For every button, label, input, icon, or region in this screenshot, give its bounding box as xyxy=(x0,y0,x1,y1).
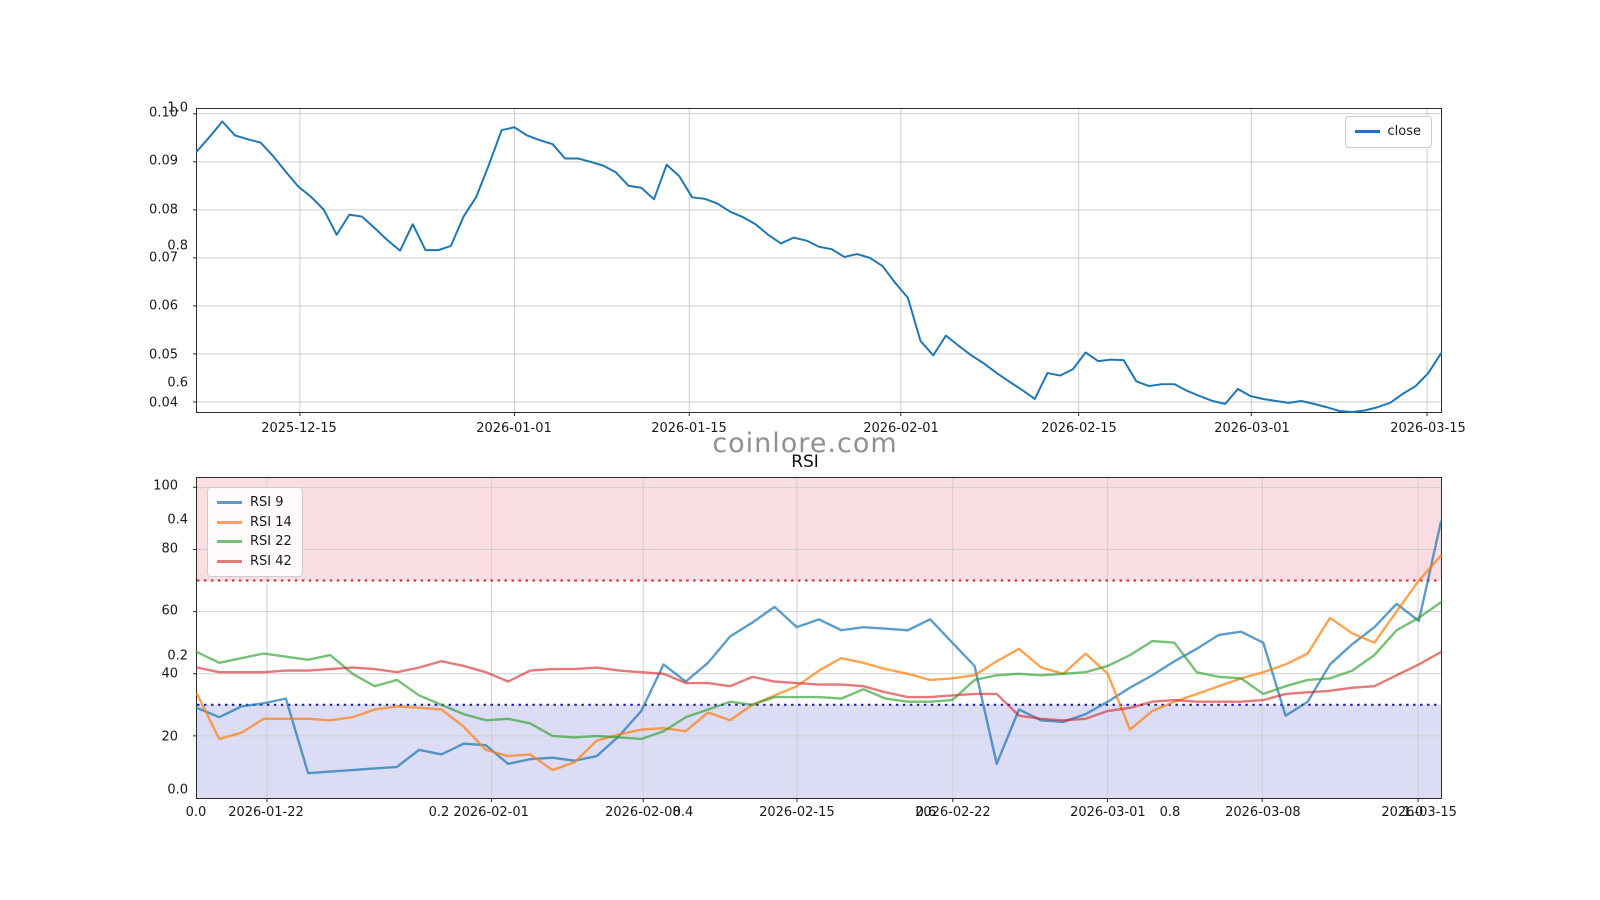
price-legend: close xyxy=(1344,116,1432,148)
legend-item-rsi-42: RSI 42 xyxy=(217,552,292,572)
x-tick-label: 2026-02-22 xyxy=(915,805,991,820)
y-tick-label: 0.05 xyxy=(149,347,178,362)
x-tick-label: 2026-03-08 xyxy=(1225,805,1301,820)
x-tick-label: 2026-01-22 xyxy=(228,805,304,820)
x-tick-label: 2026-03-15 xyxy=(1390,421,1466,436)
legend-line-swatch xyxy=(217,559,242,563)
series-line-rsi-22 xyxy=(195,601,1443,741)
y-tick-label: 0.04 xyxy=(149,395,178,411)
x-tick-label: 2025-12-15 xyxy=(261,421,337,436)
y-tick-label: 60 xyxy=(161,603,178,619)
x-tick-label: 2026-02-15 xyxy=(759,805,835,820)
x-tick-label: 2026-02-15 xyxy=(1041,421,1117,436)
y-tick-label: 100 xyxy=(153,478,178,494)
x-tick-label: 2026-01-01 xyxy=(476,421,552,436)
legend-item-rsi-22: RSI 22 xyxy=(217,532,292,552)
y-tick-label: 0.08 xyxy=(149,202,178,217)
y-tick-label: 80 xyxy=(161,541,178,557)
threshold-band xyxy=(197,704,1441,798)
legend-item-rsi-9: RSI 9 xyxy=(217,493,292,513)
y-tick-label: 40 xyxy=(161,666,178,682)
legend-line-swatch xyxy=(217,501,242,505)
x-tick-label: 2026-02-01 xyxy=(863,421,939,436)
y-tick-label: 0.06 xyxy=(149,298,178,314)
y-tick-label: 20 xyxy=(161,729,178,744)
y-tick-label: 0.09 xyxy=(149,153,178,169)
legend-item-rsi-14: RSI 14 xyxy=(217,513,292,533)
price-chart: close xyxy=(193,108,1442,416)
x-tick-label: 2026-02-08 xyxy=(605,805,681,820)
series-line-rsi-14 xyxy=(195,554,1443,772)
x-tick-label: 2026-03-15 xyxy=(1381,805,1457,820)
series-line-rsi-9 xyxy=(195,520,1443,775)
series-line-rsi-42 xyxy=(195,650,1443,722)
legend-label: RSI 42 xyxy=(250,553,292,569)
legend-item-close: close xyxy=(1354,122,1421,142)
rsi-chart: RSI 9 RSI 14 RSI 22 RSI 42 xyxy=(193,477,1443,802)
x-tick-label: 2026-02-01 xyxy=(453,805,529,820)
rsi-legend: RSI 9 RSI 14 RSI 22 RSI 42 xyxy=(207,487,303,577)
x-tick-label: 2026-01-15 xyxy=(651,421,727,436)
legend-line-swatch xyxy=(217,520,242,524)
rsi-chart-plot xyxy=(193,478,1443,802)
price-y-axis-labels: 0.04 0.05 0.06 0.07 0.08 0.09 0.10 xyxy=(0,0,188,460)
x-tick-label: 2026-03-01 xyxy=(1070,805,1146,820)
legend-label: RSI 14 xyxy=(250,514,292,530)
y-tick-label: 0.10 xyxy=(149,105,178,121)
x-tick-label: 2026-03-01 xyxy=(1214,421,1290,436)
price-x-axis-labels: 2025-12-15 2026-01-01 2026-01-15 2026-02-01… xyxy=(196,421,1466,439)
legend-label: RSI 22 xyxy=(250,534,292,549)
price-chart-plot xyxy=(193,109,1442,416)
threshold-band xyxy=(197,478,1441,581)
rsi-x-axis-labels: 2026-01-22 2026-02-01 2026-02-08 2026-02-15… xyxy=(196,805,1457,823)
rsi-chart-title: RSI xyxy=(791,452,819,472)
legend-label: close xyxy=(1387,124,1421,139)
legend-line-swatch xyxy=(217,540,242,544)
rsi-y-axis-labels: 20 40 60 80 100 xyxy=(0,0,188,820)
watermark: coinlore.com xyxy=(712,428,898,459)
series-line-close xyxy=(196,120,1442,413)
legend-line-swatch xyxy=(1354,130,1380,134)
legend-label: RSI 9 xyxy=(250,495,284,510)
y-tick-label: 0.07 xyxy=(149,250,178,266)
